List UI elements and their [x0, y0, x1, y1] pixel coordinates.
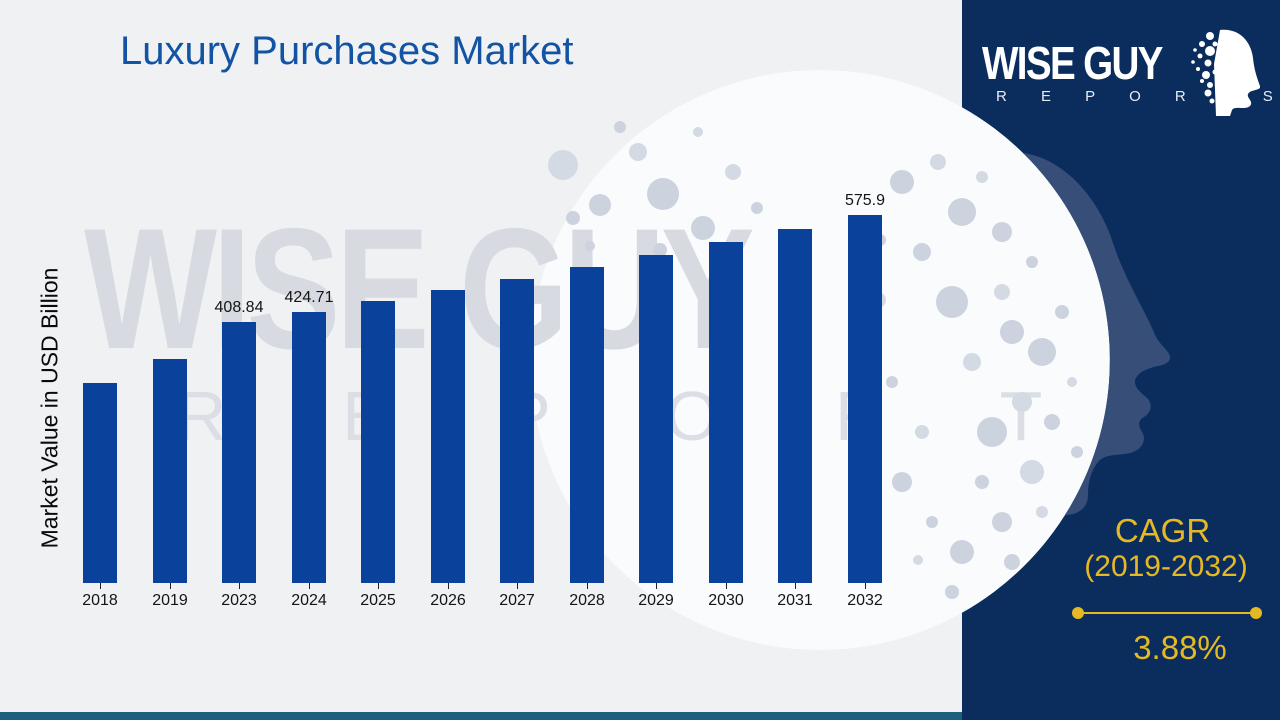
- page-title: Luxury Purchases Market: [120, 29, 574, 73]
- bar-2028: [570, 267, 604, 583]
- watermark-dot: [1000, 320, 1024, 344]
- bar-2018: [83, 383, 117, 583]
- x-axis-tick: [587, 583, 588, 589]
- watermark-dot: [886, 376, 898, 388]
- watermark-dot: [1012, 392, 1032, 412]
- x-tick-label: 2019: [152, 592, 188, 609]
- x-tick-label: 2024: [291, 592, 327, 609]
- bar-2019: [153, 359, 187, 583]
- watermark-dot: [913, 555, 923, 565]
- bar-2026: [431, 290, 465, 583]
- bar-2024: [292, 312, 326, 583]
- watermark-dot: [994, 284, 1010, 300]
- x-axis-tick: [656, 583, 657, 589]
- watermark-dot: [647, 178, 679, 210]
- bar-2023: [222, 322, 256, 583]
- watermark-dot: [589, 194, 611, 216]
- watermark-dot: [930, 154, 946, 170]
- watermark-dot: [892, 472, 912, 492]
- watermark-dot: [653, 243, 667, 257]
- brand-face-icon: [1191, 29, 1260, 117]
- watermark-dot: [691, 216, 715, 240]
- bar-value-label: 424.71: [284, 289, 334, 306]
- x-tick-label: 2027: [499, 592, 535, 609]
- x-tick-label: 2023: [221, 592, 257, 609]
- watermark-dot: [1020, 460, 1044, 484]
- watermark-dot: [945, 585, 959, 599]
- x-tick-label: 2025: [360, 592, 396, 609]
- watermark-dot: [585, 241, 595, 251]
- watermark-dot: [915, 425, 929, 439]
- x-axis-tick: [726, 583, 727, 589]
- x-axis-tick: [100, 583, 101, 589]
- watermark-dot: [936, 286, 968, 318]
- bar-value-label: 575.9: [844, 192, 886, 209]
- watermark-dot: [976, 171, 988, 183]
- cagr-value: 3.88%: [1133, 629, 1227, 666]
- watermark-dot: [1026, 256, 1038, 268]
- x-axis-tick: [239, 583, 240, 589]
- watermark-dot: [948, 198, 976, 226]
- x-tick-label: 2018: [82, 592, 118, 609]
- watermark-dot: [548, 150, 578, 180]
- watermark-dot: [992, 222, 1012, 242]
- x-axis-tick: [309, 583, 310, 589]
- watermark-dot: [913, 243, 931, 261]
- bar-2027: [500, 279, 534, 583]
- bottom-accent-bar: [0, 712, 1280, 720]
- cagr-range: (2019-2032): [1084, 550, 1248, 583]
- bar-2032: [848, 215, 882, 583]
- watermark-dot: [614, 121, 626, 133]
- x-axis-tick: [517, 583, 518, 589]
- watermark-dot: [1071, 446, 1083, 458]
- x-tick-label: 2026: [430, 592, 466, 609]
- watermark-dot: [725, 164, 741, 180]
- watermark-dot: [693, 127, 703, 137]
- bar-2031: [778, 229, 812, 583]
- watermark-dot: [1004, 554, 1020, 570]
- watermark-dot: [1067, 377, 1077, 387]
- x-axis-tick: [865, 583, 866, 589]
- brand-wordmark: WISE GUY: [982, 37, 1163, 89]
- cagr-divider-line: [1078, 612, 1256, 614]
- watermark-dot: [977, 417, 1007, 447]
- x-tick-label: 2031: [777, 592, 813, 609]
- bar-value-label: 408.84: [214, 299, 264, 316]
- watermark-dot: [950, 540, 974, 564]
- watermark-dot: [629, 143, 647, 161]
- watermark-dot: [975, 475, 989, 489]
- watermark-dot: [1036, 506, 1048, 518]
- watermark-dot: [1028, 338, 1056, 366]
- bar-2029: [639, 255, 673, 583]
- watermark-dot: [890, 170, 914, 194]
- x-tick-label: 2030: [708, 592, 744, 609]
- bar-2030: [709, 242, 743, 583]
- watermark-dot: [992, 512, 1012, 532]
- x-tick-label: 2029: [638, 592, 674, 609]
- x-axis-tick: [448, 583, 449, 589]
- x-tick-label: 2032: [847, 592, 883, 609]
- watermark-dot: [1044, 414, 1060, 430]
- watermark-dot: [1055, 305, 1069, 319]
- cagr-title: CAGR: [1114, 512, 1211, 549]
- cagr-line-right-dot: [1250, 607, 1262, 619]
- y-axis-label: Market Value in USD Billion: [36, 267, 63, 549]
- x-tick-label: 2028: [569, 592, 605, 609]
- watermark-dot: [963, 353, 981, 371]
- x-axis-tick: [170, 583, 171, 589]
- watermark-dot: [926, 516, 938, 528]
- bar-2025: [361, 301, 395, 583]
- watermark-dot: [751, 202, 763, 214]
- watermark-dot: [566, 211, 580, 225]
- x-axis-tick: [378, 583, 379, 589]
- x-axis-tick: [795, 583, 796, 589]
